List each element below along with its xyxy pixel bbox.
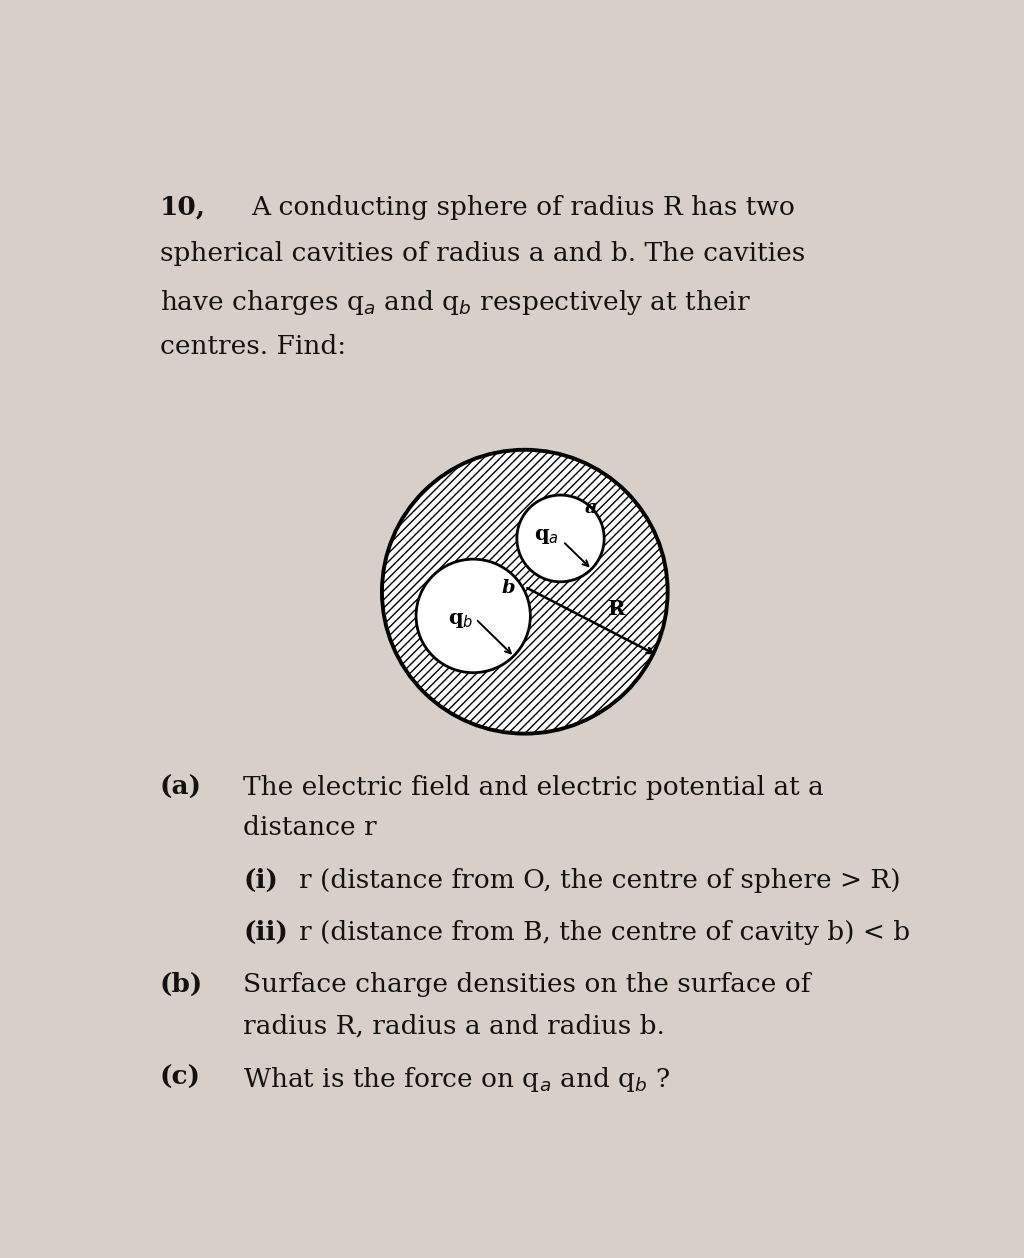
Text: r (distance from B, the centre of cavity b) < b: r (distance from B, the centre of cavity…	[299, 920, 909, 945]
Text: (i): (i)	[243, 868, 278, 893]
Text: spherical cavities of radius a and b. The cavities: spherical cavities of radius a and b. Th…	[160, 242, 805, 265]
Text: (a): (a)	[160, 775, 202, 800]
Text: (b): (b)	[160, 972, 203, 998]
Text: b: b	[502, 579, 515, 596]
Text: (c): (c)	[160, 1066, 201, 1091]
Text: centres. Find:: centres. Find:	[160, 335, 346, 359]
Ellipse shape	[382, 450, 668, 733]
Text: 10,: 10,	[160, 195, 206, 220]
Text: q$_b$: q$_b$	[447, 610, 473, 630]
Text: a: a	[585, 499, 597, 517]
Text: The electric field and electric potential at a: The electric field and electric potentia…	[243, 775, 824, 800]
Text: radius R, radius a and radius b.: radius R, radius a and radius b.	[243, 1013, 665, 1038]
Text: q$_a$: q$_a$	[534, 527, 559, 546]
Ellipse shape	[416, 559, 530, 673]
Text: have charges q$_a$ and q$_b$ respectively at their: have charges q$_a$ and q$_b$ respectivel…	[160, 288, 751, 317]
Text: A conducting sphere of radius R has two: A conducting sphere of radius R has two	[251, 195, 795, 220]
Text: distance r: distance r	[243, 815, 377, 840]
Text: r (distance from O, the centre of sphere > R): r (distance from O, the centre of sphere…	[299, 868, 900, 893]
Text: R: R	[607, 600, 625, 619]
Text: (ii): (ii)	[243, 920, 288, 945]
Text: Surface charge densities on the surface of: Surface charge densities on the surface …	[243, 972, 811, 998]
Ellipse shape	[517, 496, 604, 581]
Text: What is the force on q$_a$ and q$_b$ ?: What is the force on q$_a$ and q$_b$ ?	[243, 1066, 671, 1094]
